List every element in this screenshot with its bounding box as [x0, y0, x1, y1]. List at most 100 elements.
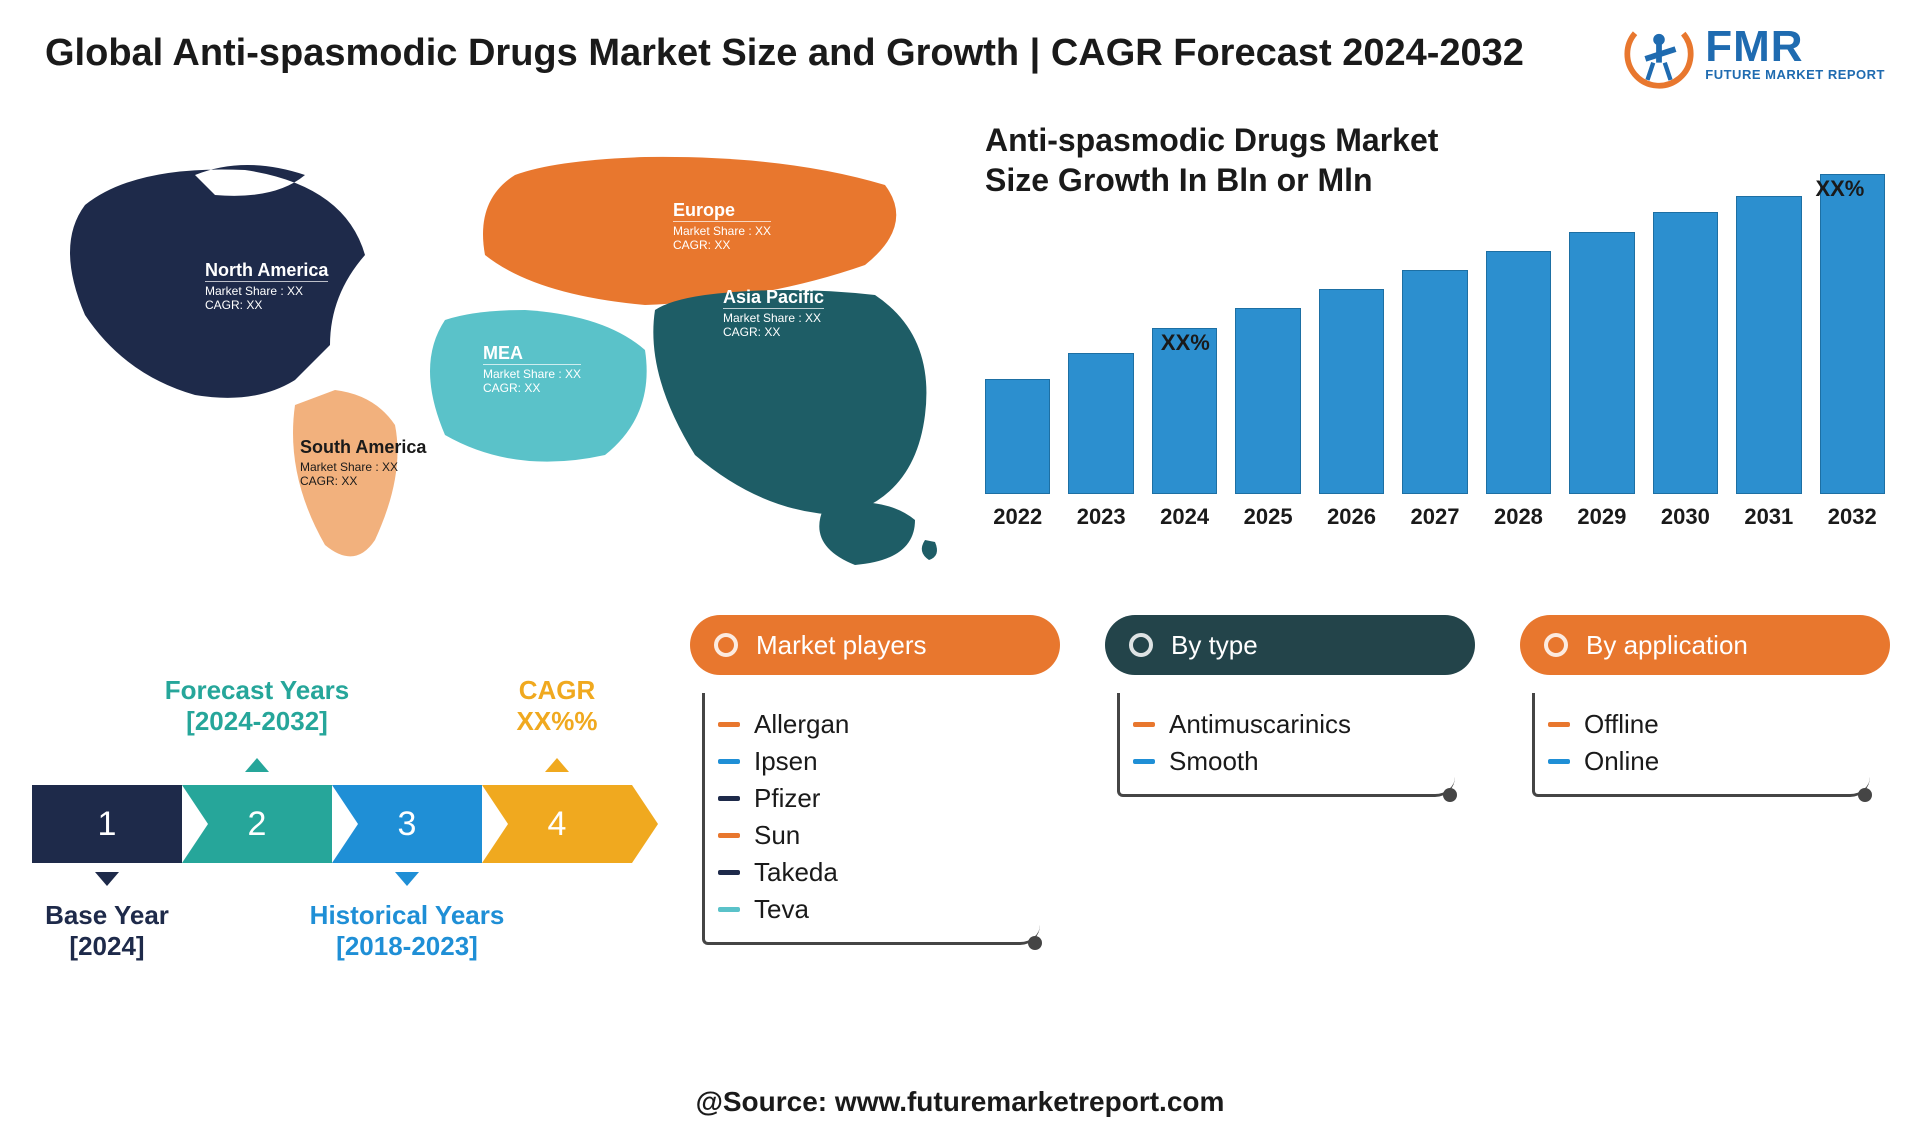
region-label-mea: MEAMarket Share : XXCAGR: XX	[483, 343, 581, 395]
bar-2025: 2025	[1235, 308, 1300, 530]
dash-icon	[1548, 722, 1570, 727]
bar-2022: 2022	[985, 379, 1050, 530]
bar-year-label: 2022	[993, 504, 1042, 530]
bar-year-label: 2023	[1077, 504, 1126, 530]
category-item: Online	[1548, 746, 1870, 777]
bar-rect	[1486, 251, 1551, 494]
bar-year-label: 2024	[1160, 504, 1209, 530]
category-item-label: Smooth	[1169, 746, 1259, 777]
category-item-label: Offline	[1584, 709, 1659, 740]
category-tab: Market players	[690, 615, 1060, 675]
chevron-3: 3	[332, 785, 482, 863]
category-item: Teva	[718, 894, 1040, 925]
category-list: Allergan Ipsen Pfizer Sun Takeda Teva	[690, 693, 1060, 945]
bar-year-label: 2028	[1494, 504, 1543, 530]
logo-text: FMR FUTURE MARKET REPORT	[1705, 26, 1885, 83]
world-map: North AmericaMarket Share : XXCAGR: XX So…	[45, 145, 945, 575]
dash-icon	[1133, 759, 1155, 764]
bar-year-label: 2030	[1661, 504, 1710, 530]
dash-icon	[718, 722, 740, 727]
bar-2030: 2030	[1653, 212, 1718, 530]
category-item: Pfizer	[718, 783, 1040, 814]
category-column: By type Antimuscarinics Smooth	[1105, 615, 1475, 797]
telescope-icon	[1623, 18, 1695, 90]
category-column: By application Offline Online	[1520, 615, 1890, 797]
dash-icon	[718, 907, 740, 912]
logo-subtitle: FUTURE MARKET REPORT	[1705, 67, 1885, 82]
dash-icon	[718, 759, 740, 764]
bar-rect	[1402, 270, 1467, 494]
category-item-label: Teva	[754, 894, 809, 925]
category-tab: By application	[1520, 615, 1890, 675]
timeline-label-2: Forecast Years[2024-2032]	[147, 675, 367, 737]
bar-rect	[1653, 212, 1718, 494]
category-item: Sun	[718, 820, 1040, 851]
bar-2028: 2028	[1486, 251, 1551, 530]
category-column: Market players Allergan Ipsen Pfizer Sun Take…	[690, 615, 1060, 945]
bar-rect	[1319, 289, 1384, 494]
bar-rect	[1820, 174, 1885, 494]
category-tab: By type	[1105, 615, 1475, 675]
chevron-4: 4	[482, 785, 632, 863]
bar-year-label: 2032	[1828, 504, 1877, 530]
region-label-na: North AmericaMarket Share : XXCAGR: XX	[205, 260, 328, 312]
category-item-label: Takeda	[754, 857, 838, 888]
timeline-label-3: Historical Years[2018-2023]	[297, 900, 517, 962]
bar-2029: 2029	[1569, 232, 1634, 530]
bar-year-label: 2025	[1244, 504, 1293, 530]
category-item: Allergan	[718, 709, 1040, 740]
bar-2031: 2031	[1736, 196, 1801, 530]
bar-year-label: 2029	[1577, 504, 1626, 530]
bar-year-label: 2031	[1744, 504, 1793, 530]
chart-bars: 2022 2023 2024 2025 2026 2027 2028 2029 2030 2031…	[985, 200, 1885, 530]
bar-year-label: 2027	[1411, 504, 1460, 530]
bar-rect	[1235, 308, 1300, 494]
region-label-eu: EuropeMarket Share : XXCAGR: XX	[673, 200, 771, 252]
bar-year-label: 2026	[1327, 504, 1376, 530]
bar-2027: 2027	[1402, 270, 1467, 530]
bar-2032: 2032	[1820, 174, 1885, 530]
chart-annotation: XX%	[1815, 176, 1864, 202]
chevron-2: 2	[182, 785, 332, 863]
logo-acronym: FMR	[1705, 26, 1885, 68]
category-item: Offline	[1548, 709, 1870, 740]
bar-rect	[985, 379, 1050, 494]
chart-annotation: XX%	[1161, 330, 1210, 356]
category-item-label: Antimuscarinics	[1169, 709, 1351, 740]
category-item-label: Online	[1584, 746, 1659, 777]
chevron-down-icon	[395, 872, 419, 886]
category-item-label: Ipsen	[754, 746, 818, 777]
timeline-label-4: CAGRXX%%	[447, 675, 667, 737]
category-list: Antimuscarinics Smooth	[1105, 693, 1475, 797]
category-item: Takeda	[718, 857, 1040, 888]
source-line: @Source: www.futuremarketreport.com	[0, 1086, 1920, 1118]
dash-icon	[1133, 722, 1155, 727]
chevron-down-icon	[95, 872, 119, 886]
growth-bar-chart: Anti-spasmodic Drugs Market Size Growth …	[985, 120, 1885, 575]
chevron-row: 1234	[32, 785, 642, 863]
dash-icon	[718, 796, 740, 801]
region-label-sa: South AmericaMarket Share : XXCAGR: XX	[300, 437, 426, 488]
bar-rect	[1068, 353, 1133, 494]
category-item-label: Sun	[754, 820, 800, 851]
bar-rect	[1736, 196, 1801, 494]
bar-rect	[1569, 232, 1634, 494]
fmr-logo: FMR FUTURE MARKET REPORT	[1623, 18, 1885, 90]
category-list: Offline Online	[1520, 693, 1890, 797]
page-header: Global Anti-spasmodic Drugs Market Size …	[45, 30, 1660, 78]
category-item: Ipsen	[718, 746, 1040, 777]
region-label-ap: Asia PacificMarket Share : XXCAGR: XX	[723, 287, 824, 339]
chevron-up-icon	[545, 758, 569, 772]
chevron-1: 1	[32, 785, 182, 863]
chart-title: Anti-spasmodic Drugs Market Size Growth …	[985, 120, 1455, 200]
category-item: Antimuscarinics	[1133, 709, 1455, 740]
dash-icon	[718, 833, 740, 838]
years-timeline: 1234 Forecast Years[2024-2032]CAGRXX%% B…	[32, 640, 642, 1000]
bar-2024: 2024	[1152, 328, 1217, 530]
bar-2023: 2023	[1068, 353, 1133, 530]
category-item-label: Allergan	[754, 709, 849, 740]
category-item: Smooth	[1133, 746, 1455, 777]
category-item-label: Pfizer	[754, 783, 820, 814]
dash-icon	[1548, 759, 1570, 764]
dash-icon	[718, 870, 740, 875]
